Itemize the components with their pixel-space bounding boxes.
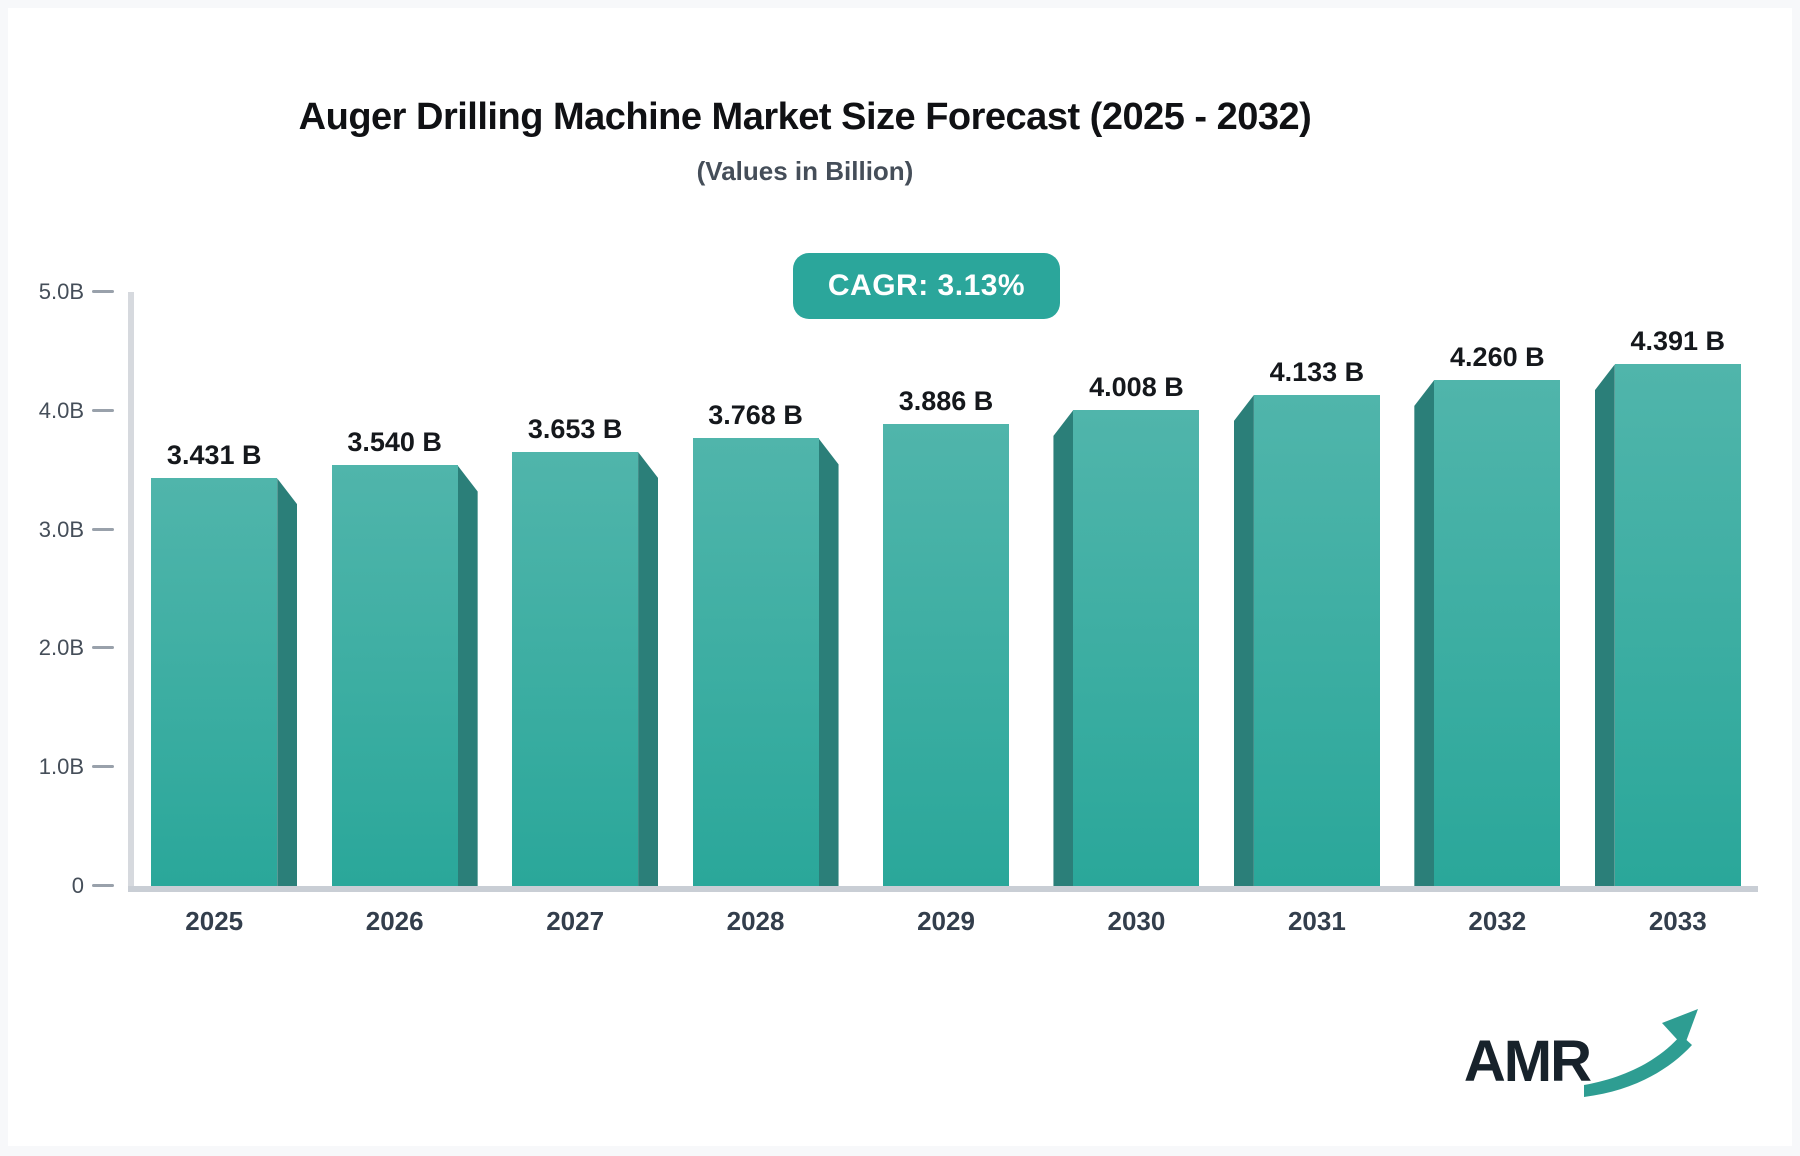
bar-2026 [331,465,478,886]
trend-arrow-icon [1584,1009,1698,1097]
x-axis-label-2029: 2029 [917,906,975,936]
bar-face [1073,409,1200,886]
x-axis-label-2025: 2025 [185,906,244,936]
cagr-badge-label: CAGR: 3.13% [827,269,1026,302]
bar-side-shadow [1594,364,1615,886]
y-axis-line [128,292,134,892]
bar-2025 [151,478,298,886]
x-axis-line [128,886,1758,892]
bar-side-shadow [1053,409,1074,886]
y-tick [92,884,114,887]
bar-value-label: 3.886 B [898,386,994,417]
bar-value-label: 3.768 B [708,400,803,431]
bar-2031 [1233,394,1380,886]
bar-face [1253,394,1380,886]
bar-face [512,452,639,886]
bar-chart: 0 1.0B 2.0B 3.0B 4.0B 5.0B 3.431 B 2025 3.540 B 2… [8,8,1792,1146]
bar-2027 [512,452,659,886]
y-tick-label: 0 [71,873,84,898]
bar-face [692,438,819,886]
bar-value-label: 3.540 B [347,427,442,458]
chart-card: Auger Drilling Machine Market Size Forec… [8,8,1792,1146]
x-axis-label-2026: 2026 [365,906,424,936]
y-tick-label: 5.0B [38,279,84,304]
bar-side-shadow [457,465,478,886]
bar-face [331,465,458,886]
x-axis-label-2028: 2028 [726,906,785,936]
y-tick-label: 1.0B [38,754,84,780]
bar-value-label: 4.391 B [1630,326,1726,357]
bar-value-label: 4.260 B [1450,341,1545,372]
bar-value-label: 4.008 B [1089,371,1184,402]
x-axis-label-2027: 2027 [546,906,605,936]
bar-side-shadow [277,478,298,886]
amr-logo-text: AMR [1463,1029,1592,1094]
y-tick-label: 3.0B [38,516,84,542]
bar-face [883,424,1009,886]
bar-side-shadow [818,438,839,886]
bar-face [1614,364,1741,886]
bar-2032 [1414,379,1561,886]
y-tick [92,527,114,531]
bar-face [151,478,278,886]
bar-side-shadow [638,452,659,886]
bar-side-shadow [1233,394,1254,886]
chart-title: Auger Drilling Machine Market Size Forec… [298,96,1312,138]
bar-value-label: 3.431 B [166,440,262,471]
bar-value-label: 4.133 B [1269,356,1365,387]
y-tick [92,765,114,769]
y-tick [92,646,114,650]
bar-face [1434,379,1561,886]
bar-2029 [883,424,1009,886]
y-tick-label: 2.0B [38,635,84,661]
y-tick [92,290,114,293]
bar-2033 [1594,364,1741,886]
x-axis-label-2032: 2032 [1468,906,1527,936]
bar-side-shadow [1414,379,1435,886]
y-tick-label: 4.0B [38,397,84,423]
amr-logo: AMR [1463,1009,1700,1102]
cagr-badge: CAGR: 3.13% [793,253,1060,319]
x-axis-label-2030: 2030 [1107,906,1166,936]
y-tick [92,408,114,412]
bar-2030 [1053,409,1200,886]
x-axis-label-2033: 2033 [1648,906,1707,936]
chart-subtitle: (Values in Billion) [696,156,914,186]
bar-value-label: 3.653 B [527,414,623,445]
x-axis-label-2031: 2031 [1287,906,1346,936]
bar-2028 [692,438,839,886]
